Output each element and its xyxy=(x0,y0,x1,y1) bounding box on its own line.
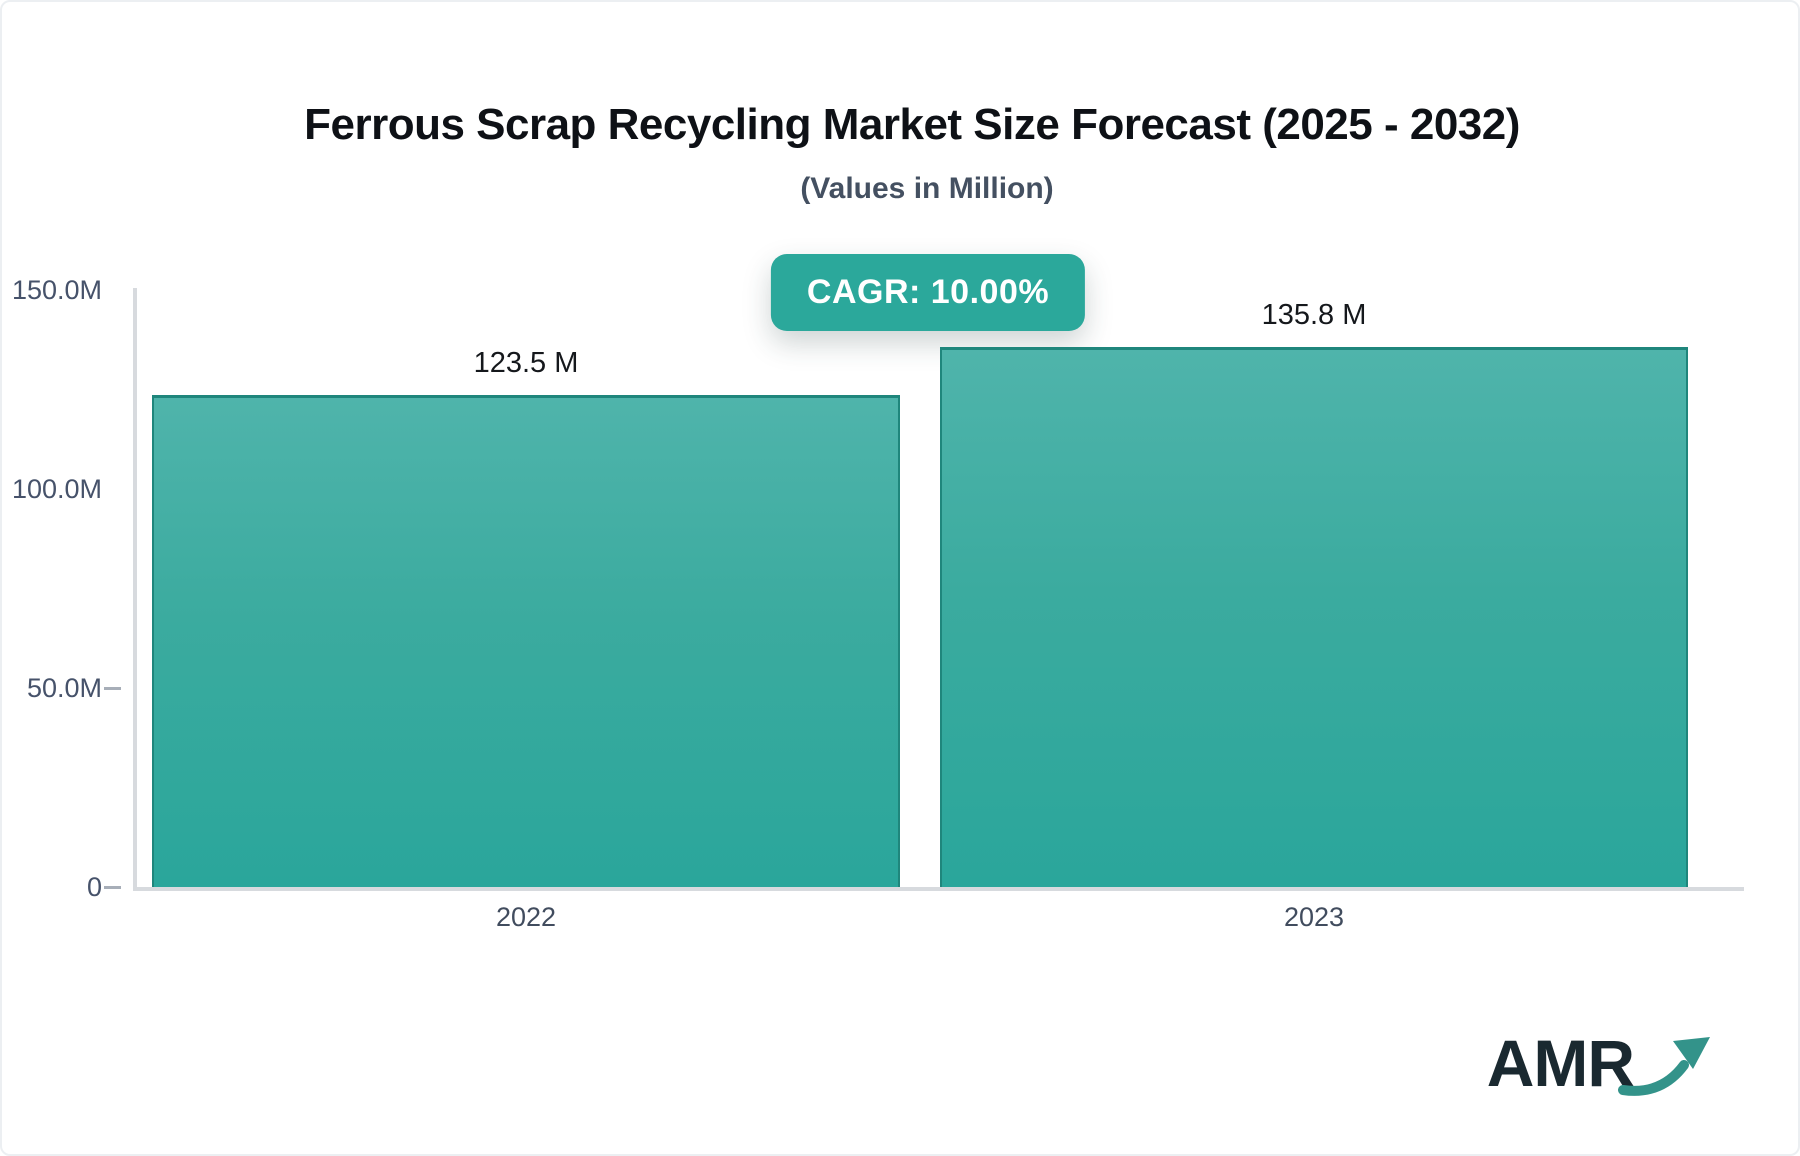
bar-value-label: 123.5 M xyxy=(473,347,579,380)
y-tick-mark xyxy=(104,886,121,889)
cagr-badge: CAGR: 10.00% xyxy=(770,254,1086,331)
x-axis-line xyxy=(133,887,1744,891)
x-category-label: 2022 xyxy=(495,902,557,932)
y-tick-label: 150.0M xyxy=(11,275,102,305)
chart-title: Ferrous Scrap Recycling Market Size Fore… xyxy=(304,100,1520,149)
y-tick-label: 100.0M xyxy=(11,474,102,504)
amr-logo: AMR xyxy=(1487,1030,1714,1100)
y-axis-line xyxy=(133,288,137,891)
chart-subtitle: (Values in Million) xyxy=(800,172,1054,205)
trend-arrow-icon xyxy=(1618,1037,1710,1096)
x-category-label: 2023 xyxy=(1283,902,1345,932)
bar-value-label: 135.8 M xyxy=(1261,298,1367,331)
bar-2023[interactable] xyxy=(940,346,1688,887)
y-tick-mark xyxy=(104,687,121,690)
y-tick-label: 50.0M xyxy=(26,673,102,703)
y-tick-label: 0 xyxy=(86,872,102,902)
amr-logo-text: AMR xyxy=(1486,1026,1635,1100)
bar-2022[interactable] xyxy=(152,395,900,887)
